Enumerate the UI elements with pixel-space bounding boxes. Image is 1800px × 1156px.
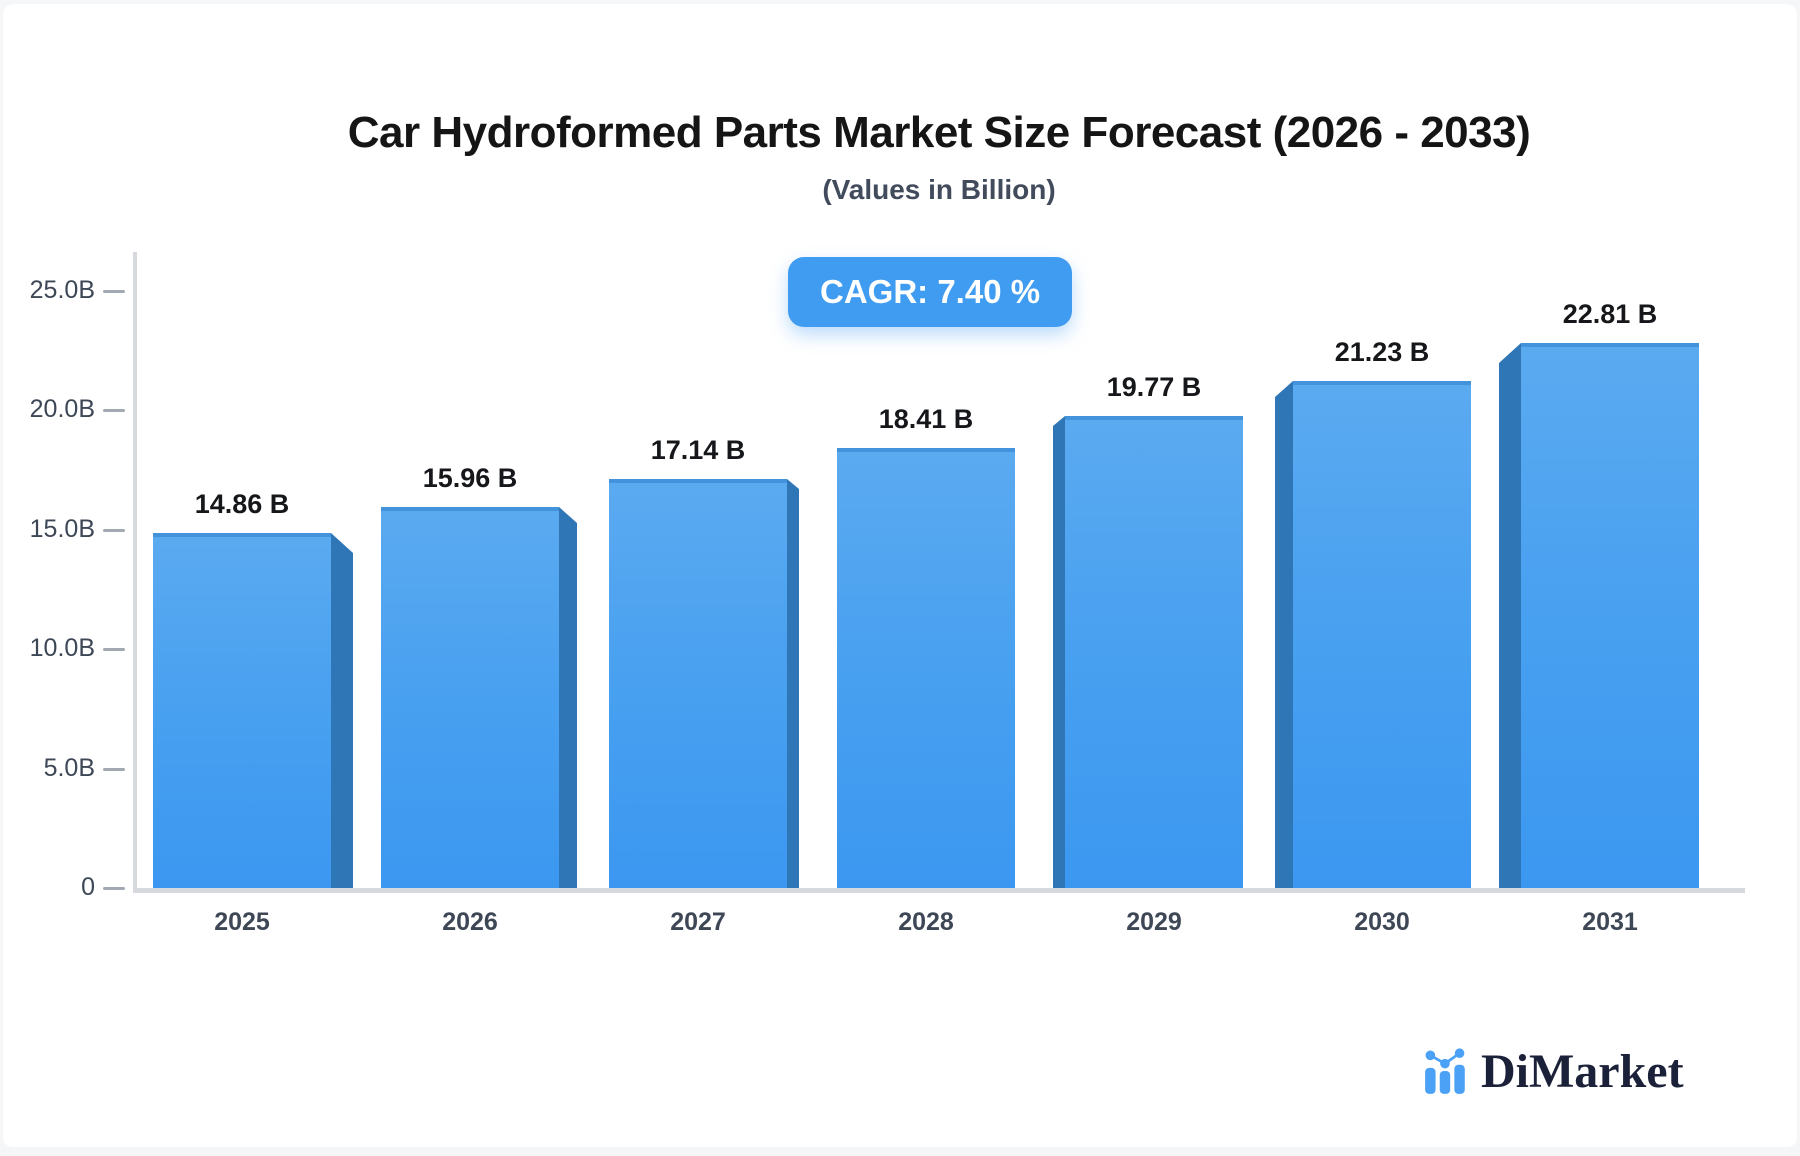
x-axis-label-2031: 2031 [1582,908,1638,936]
chart-canvas: Car Hydroformed Parts Market Size Foreca… [3,4,1797,1147]
brand-logo-text: DiMarket [1481,1045,1684,1098]
bar-side-3d [1053,416,1065,888]
y-axis-tick-mark [103,528,125,532]
bar-face [1521,343,1699,888]
bar-2030 [1275,381,1471,888]
chart-subtitle: (Values in Billion) [822,174,1056,205]
bar-2029 [1053,416,1243,888]
y-axis-tick-label: 5.0B [43,753,95,782]
y-axis-tick-label: 10.0B [29,634,95,663]
y-axis-tick-mark [103,290,125,293]
x-axis-label-2027: 2027 [670,908,726,936]
mini-bar-chart-icon [1425,1048,1465,1094]
bar-face [837,448,1015,888]
x-axis-baseline [133,888,1745,893]
y-axis-tick-label: 15.0B [29,514,95,543]
y-axis-tick-label: 25.0B [29,276,95,304]
y-axis-tick-mark [103,409,125,413]
y-axis-line [133,252,137,890]
y-axis-tick-label: 0 [81,873,95,901]
x-axis-label-2026: 2026 [442,908,498,936]
x-axis-label-2030: 2030 [1354,908,1410,936]
bar-side-3d [787,479,799,888]
chart-title: Car Hydroformed Parts Market Size Foreca… [347,108,1531,157]
y-axis-tick-mark [103,648,125,652]
chart-header: Car Hydroformed Parts Market Size Foreca… [133,108,1745,206]
bar-value-label: 15.96 B [422,463,518,493]
bar-2028 [837,448,1015,888]
bar-value-label: 17.14 B [650,435,746,465]
brand-logo: DiMarket [1423,1048,1684,1096]
y-axis-tick-mark [103,767,125,771]
x-axis-label-2028: 2028 [898,908,954,936]
bar-2031 [1499,343,1699,888]
bar-value-label: 14.86 B [194,489,290,519]
bar-2025 [153,533,353,888]
cagr-badge-label: CAGR: 7.40 % [820,273,1041,310]
bar-side-3d [331,533,353,888]
chart-card: Car Hydroformed Parts Market Size Foreca… [3,4,1797,1147]
x-axis-label-2029: 2029 [1126,908,1182,936]
bar-2026 [381,507,577,888]
bar-value-label: 18.41 B [878,404,974,434]
bar-face [153,533,331,888]
y-axis-tick-mark [103,887,125,890]
bar-value-label: 19.77 B [1106,372,1202,402]
y-axis-tick-label: 20.0B [29,395,95,424]
bar-side-3d [1499,343,1521,888]
bar-value-label: 22.81 B [1562,299,1658,329]
x-axis-label-2025: 2025 [214,908,270,936]
bar-face [1293,381,1471,888]
bar-2027 [609,479,799,888]
bar-value-label: 21.23 B [1334,337,1430,367]
bar-face [381,507,559,888]
bar-face [1065,416,1243,888]
bar-face [609,479,787,888]
bar-side-3d [559,507,577,888]
cagr-badge: CAGR: 7.40 % [788,257,1073,327]
bar-side-3d [1275,381,1293,888]
